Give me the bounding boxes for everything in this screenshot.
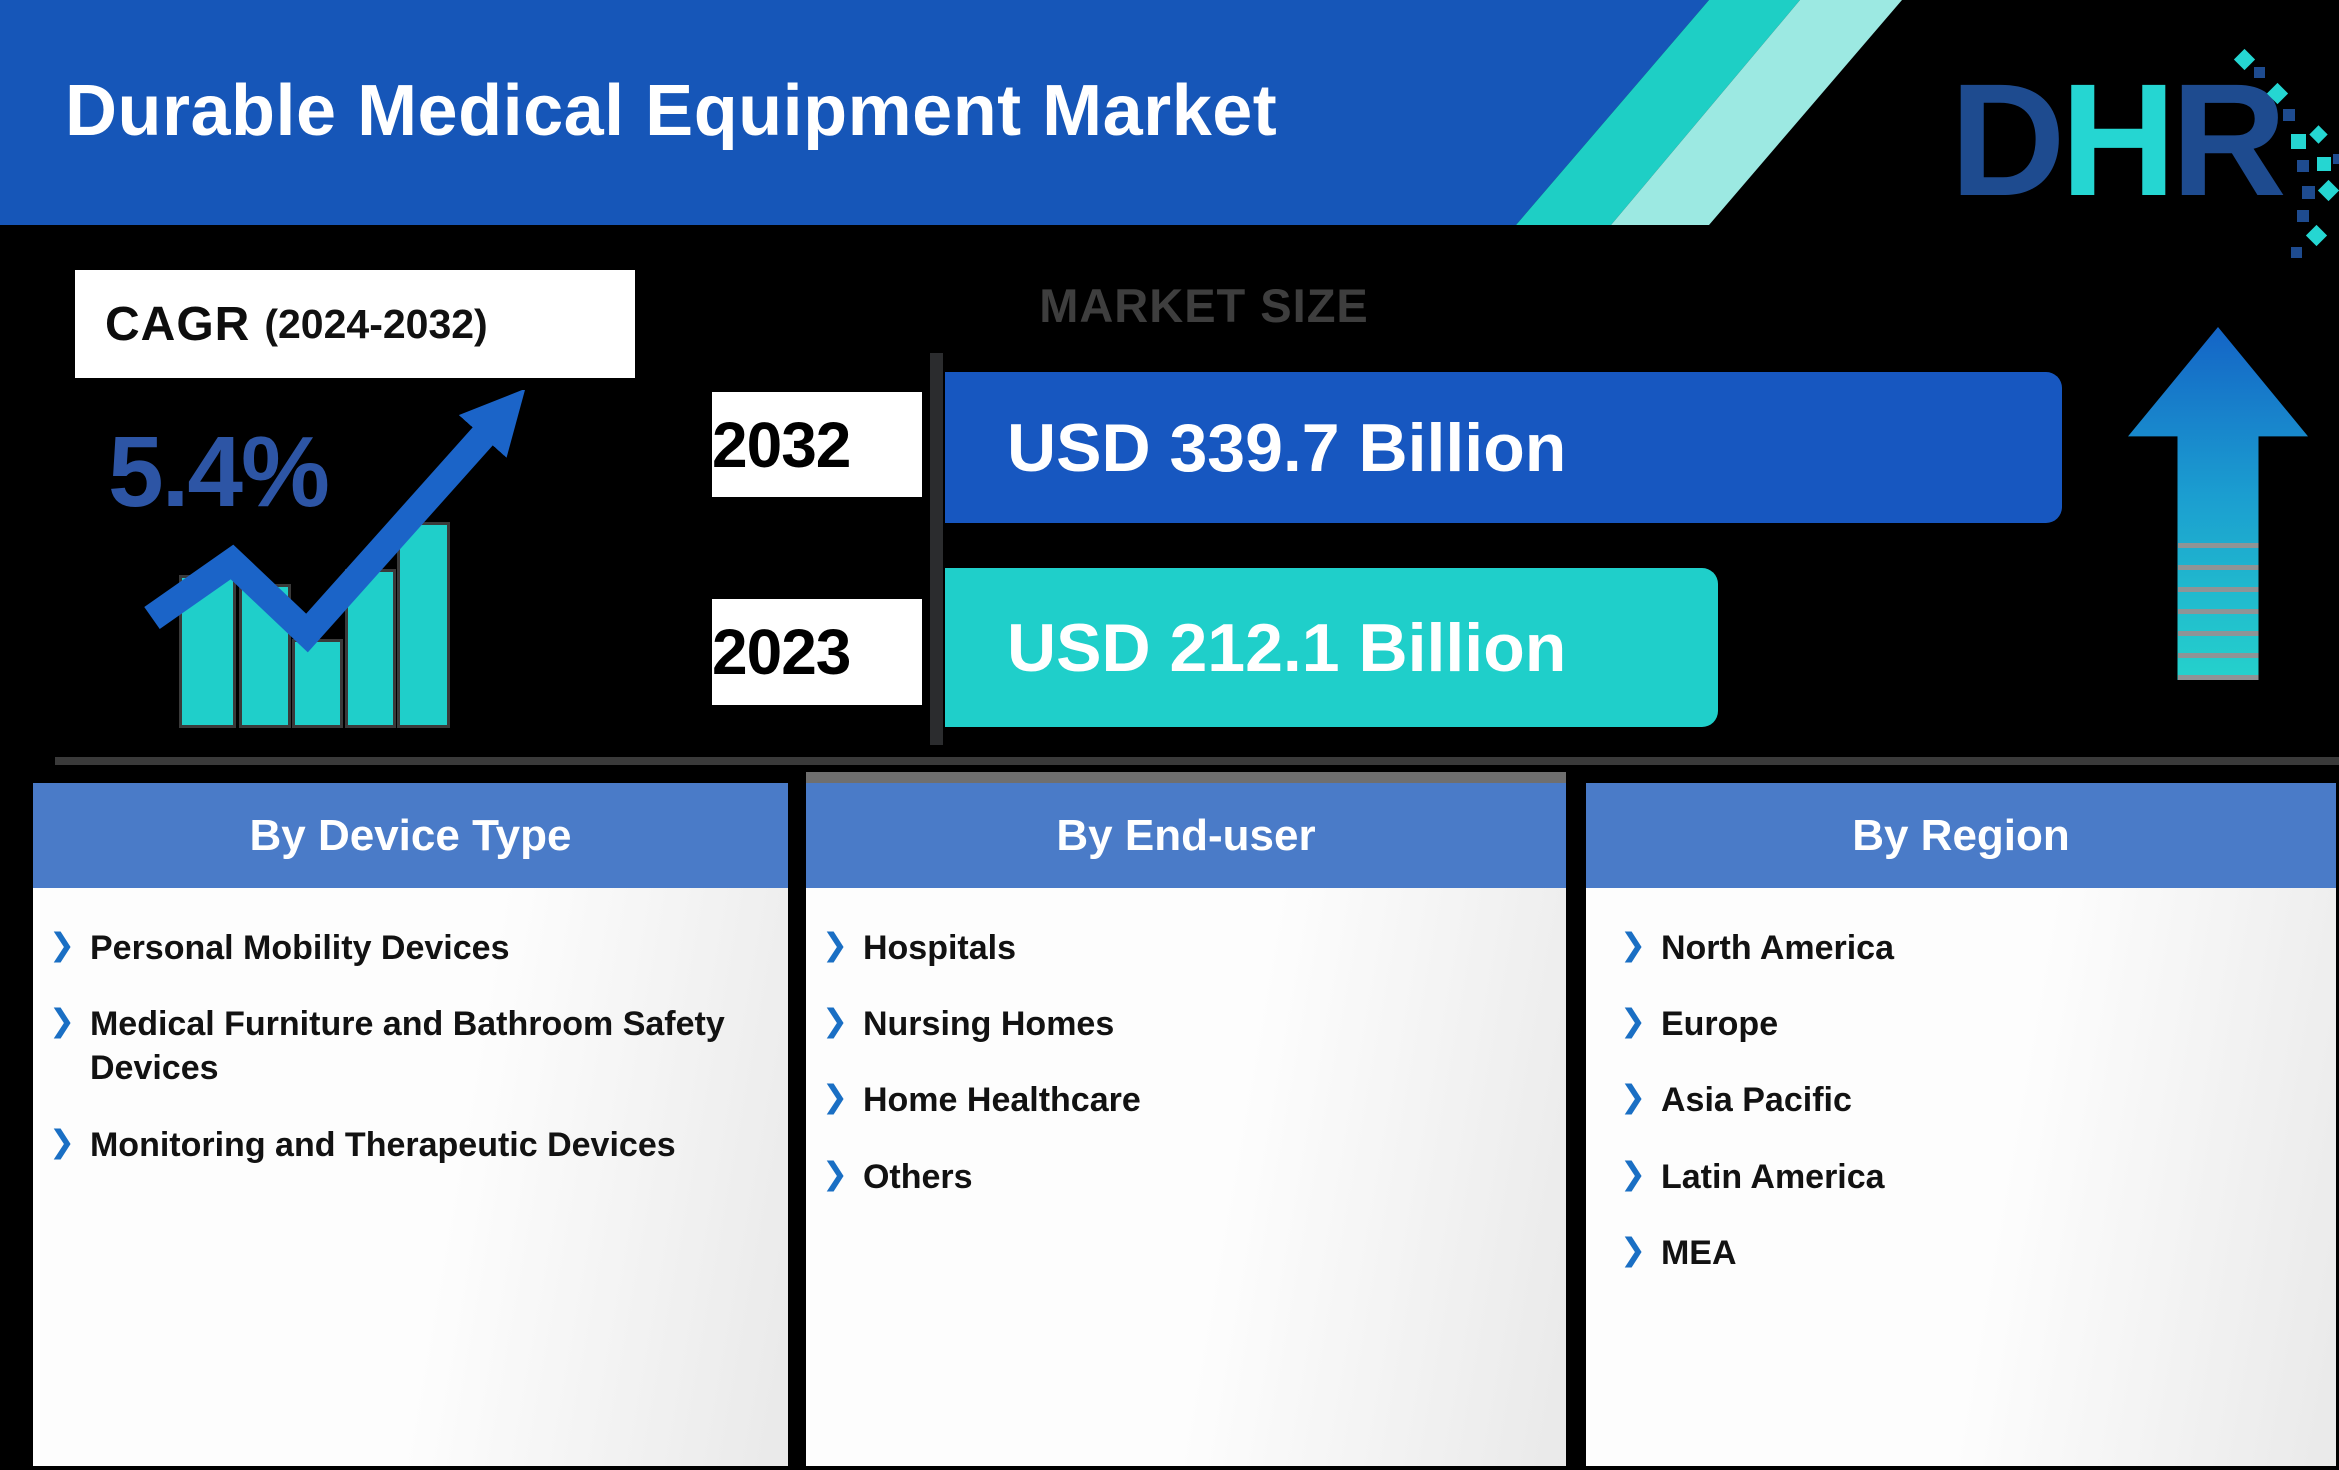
- year-label-2023: 2023: [712, 599, 922, 705]
- chevron-right-icon: ❯: [1620, 1155, 1646, 1192]
- mini-bar: [295, 642, 340, 725]
- segment-item-label: Nursing Homes: [862, 1005, 1115, 1044]
- panel-header-region: By Region: [1586, 783, 2336, 888]
- segment-item-label: Others: [862, 1157, 973, 1196]
- page-title: Durable Medical Equipment Market: [65, 71, 1278, 151]
- logo-dot: [2302, 186, 2315, 199]
- logo-dot: [2309, 125, 2328, 144]
- segment-item: ❯ MEA: [1620, 1231, 2316, 1275]
- segment-item: ❯ Others: [822, 1155, 1546, 1199]
- divider-line: [55, 757, 2339, 765]
- panel-header-end-user: By End-user: [806, 783, 1566, 888]
- chevron-right-icon: ❯: [822, 927, 848, 963]
- year-label-2032: 2032: [712, 392, 922, 497]
- segment-item: ❯ Monitoring and Therapeutic Devices: [49, 1123, 768, 1167]
- segment-item-label: Latin America: [1660, 1157, 1885, 1196]
- bar-2032: USD 339.7 Billion: [945, 372, 2062, 523]
- segment-item: ❯ Asia Pacific: [1620, 1078, 2316, 1122]
- segment-item-label: Medical Furniture and Bathroom Safety De…: [89, 1005, 725, 1088]
- logo-dot: [2305, 224, 2328, 247]
- cagr-value: 5.4%: [108, 416, 330, 528]
- bar-2023-value: USD 212.1 Billion: [1007, 609, 1567, 686]
- logo-letter-d: D: [1950, 50, 2066, 229]
- logo-dot: [2317, 179, 2339, 202]
- bar-2032-value: USD 339.7 Billion: [1007, 409, 1567, 486]
- segment-item: ❯ Medical Furniture and Bathroom Safety D…: [49, 1002, 768, 1090]
- segment-item: ❯ Latin America: [1620, 1155, 2316, 1199]
- segment-item-label: Asia Pacific: [1660, 1081, 1852, 1120]
- chevron-right-icon: ❯: [822, 1003, 848, 1040]
- header-banner: Durable Medical Equipment Market: [0, 0, 2339, 225]
- chevron-right-icon: ❯: [822, 1079, 848, 1116]
- market-size-heading: MARKET SIZE: [1039, 279, 1369, 332]
- logo-dot: [2297, 160, 2309, 172]
- dhr-logo-letters: DHR: [1950, 60, 2287, 220]
- panel-by-end-user: By End-user ❯ Hospitals ❯ Nursing Homes ❯ Hom…: [806, 772, 1566, 1466]
- logo-dot: [2333, 154, 2339, 164]
- logo-dot: [2291, 247, 2302, 258]
- mini-bar: [400, 525, 447, 725]
- logo-dot: [2283, 109, 2295, 121]
- logo-letter-h: H: [2060, 50, 2177, 229]
- segment-item-label: North America: [1660, 929, 1895, 967]
- panel-by-device-type: By Device Type ❯ Personal Mobility Device…: [33, 783, 788, 1466]
- chevron-right-icon: ❯: [1620, 1003, 1646, 1040]
- logo-dot: [2317, 157, 2331, 171]
- zigzag-arrow-icon: [144, 390, 526, 653]
- logo-letter-r: R: [2171, 50, 2287, 229]
- segment-item-label: Personal Mobility Devices: [89, 929, 510, 967]
- segment-item: ❯ Hospitals: [822, 926, 1546, 970]
- segment-item: ❯ Personal Mobility Devices: [49, 926, 768, 970]
- segment-item: ❯ Europe: [1620, 1002, 2316, 1046]
- segment-item: ❯ Home Healthcare: [822, 1078, 1546, 1122]
- cagr-period: (2024-2032): [264, 300, 488, 347]
- bar-2023: USD 212.1 Billion: [945, 568, 1718, 727]
- dhr-logo: DHR: [1950, 40, 2339, 270]
- header-background: [0, 0, 1709, 225]
- logo-dot: [2291, 134, 2306, 149]
- chevron-right-icon: ❯: [49, 1123, 75, 1160]
- chevron-right-icon: ❯: [1620, 1231, 1646, 1268]
- growth-arrow-icon: [2128, 327, 2308, 680]
- chevron-right-icon: ❯: [822, 1155, 848, 1192]
- panel-header-device-type: By Device Type: [33, 783, 788, 888]
- segment-item-label: MEA: [1660, 1233, 1737, 1272]
- segment-list-device-type: ❯ Personal Mobility Devices ❯ Medical Furni…: [33, 888, 788, 1466]
- segment-item-label: Monitoring and Therapeutic Devices: [89, 1125, 676, 1164]
- cagr-label-box: CAGR (2024-2032): [75, 270, 635, 378]
- cagr-label: CAGR: [105, 297, 251, 351]
- segment-item-label: Europe: [1660, 1005, 1779, 1044]
- chevron-right-icon: ❯: [49, 927, 75, 963]
- chevron-right-icon: ❯: [1620, 1079, 1646, 1116]
- segment-item: ❯ Nursing Homes: [822, 1002, 1546, 1046]
- chevron-right-icon: ❯: [1620, 927, 1646, 963]
- growth-arrow-stripes: [2177, 526, 2259, 680]
- chart-axis-line: [930, 353, 943, 745]
- chevron-right-icon: ❯: [49, 1003, 75, 1040]
- segment-list-end-user: ❯ Hospitals ❯ Nursing Homes ❯ Home Healthcare…: [806, 888, 1566, 1466]
- logo-dot: [2297, 210, 2309, 222]
- segment-item-label: Hospitals: [862, 929, 1017, 967]
- segment-list-region: ❯ North America ❯ Europe ❯ Asia Pacific ❯ Latin…: [1586, 888, 2336, 1466]
- segment-item: ❯ North America: [1620, 926, 2316, 970]
- segment-item-label: Home Healthcare: [862, 1081, 1141, 1120]
- logo-dot: [2254, 67, 2265, 78]
- panel-by-region: By Region ❯ North America ❯ Europe ❯ Asia Pac…: [1586, 783, 2336, 1466]
